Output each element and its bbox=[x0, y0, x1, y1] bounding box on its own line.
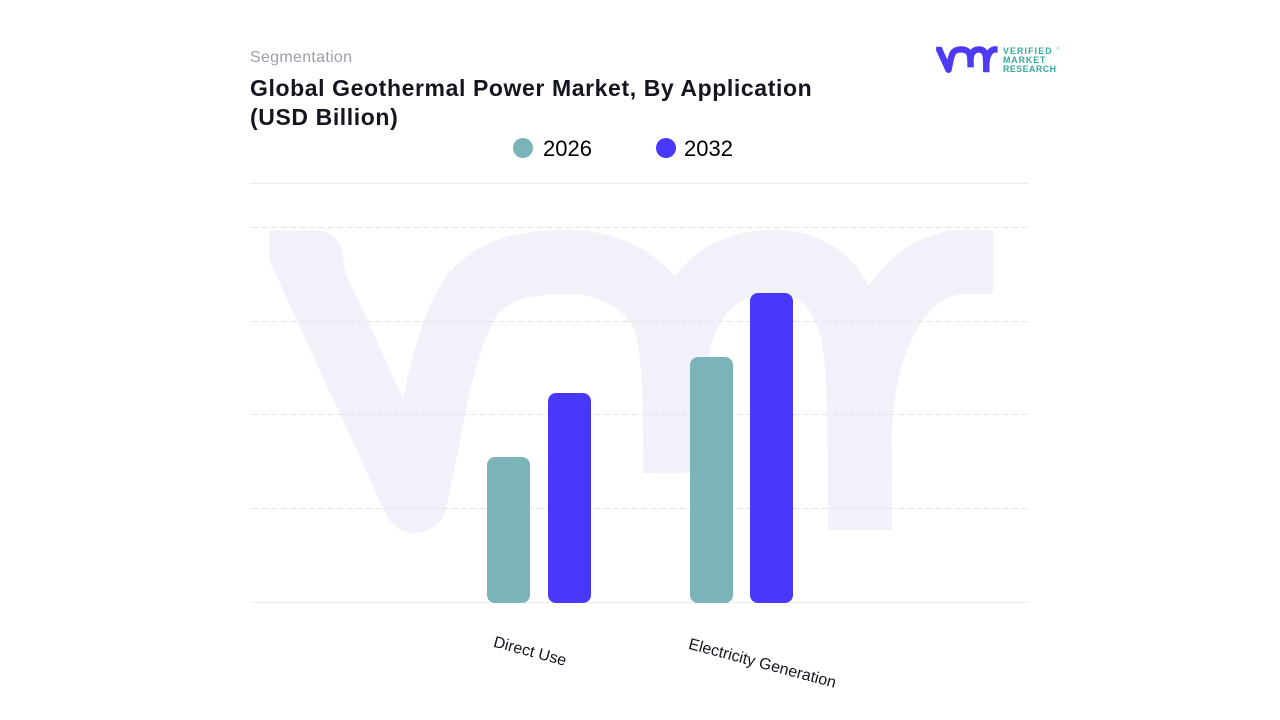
svg-text:RESEARCH: RESEARCH bbox=[1003, 64, 1056, 74]
svg-text:MARKET: MARKET bbox=[1003, 55, 1046, 65]
svg-text:VERIFIED: VERIFIED bbox=[1003, 46, 1053, 56]
svg-text:®: ® bbox=[1057, 47, 1060, 51]
